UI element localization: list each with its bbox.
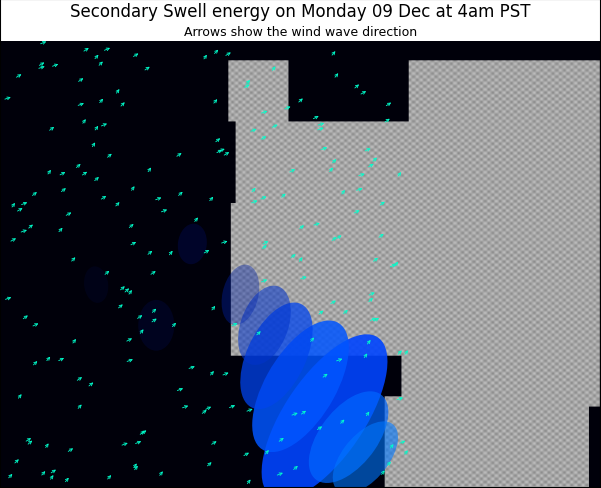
Ellipse shape [309,391,388,483]
Ellipse shape [178,224,207,264]
Ellipse shape [84,267,108,303]
Text: Arrows show the wind wave direction: Arrows show the wind wave direction [184,26,417,39]
Ellipse shape [238,286,291,365]
Ellipse shape [222,265,259,325]
Ellipse shape [252,321,349,452]
Text: Secondary Swell energy on Monday 09 Dec at 4am PST: Secondary Swell energy on Monday 09 Dec … [70,2,531,20]
Ellipse shape [333,422,398,488]
Ellipse shape [240,303,313,409]
Ellipse shape [138,300,174,351]
Ellipse shape [261,335,388,488]
